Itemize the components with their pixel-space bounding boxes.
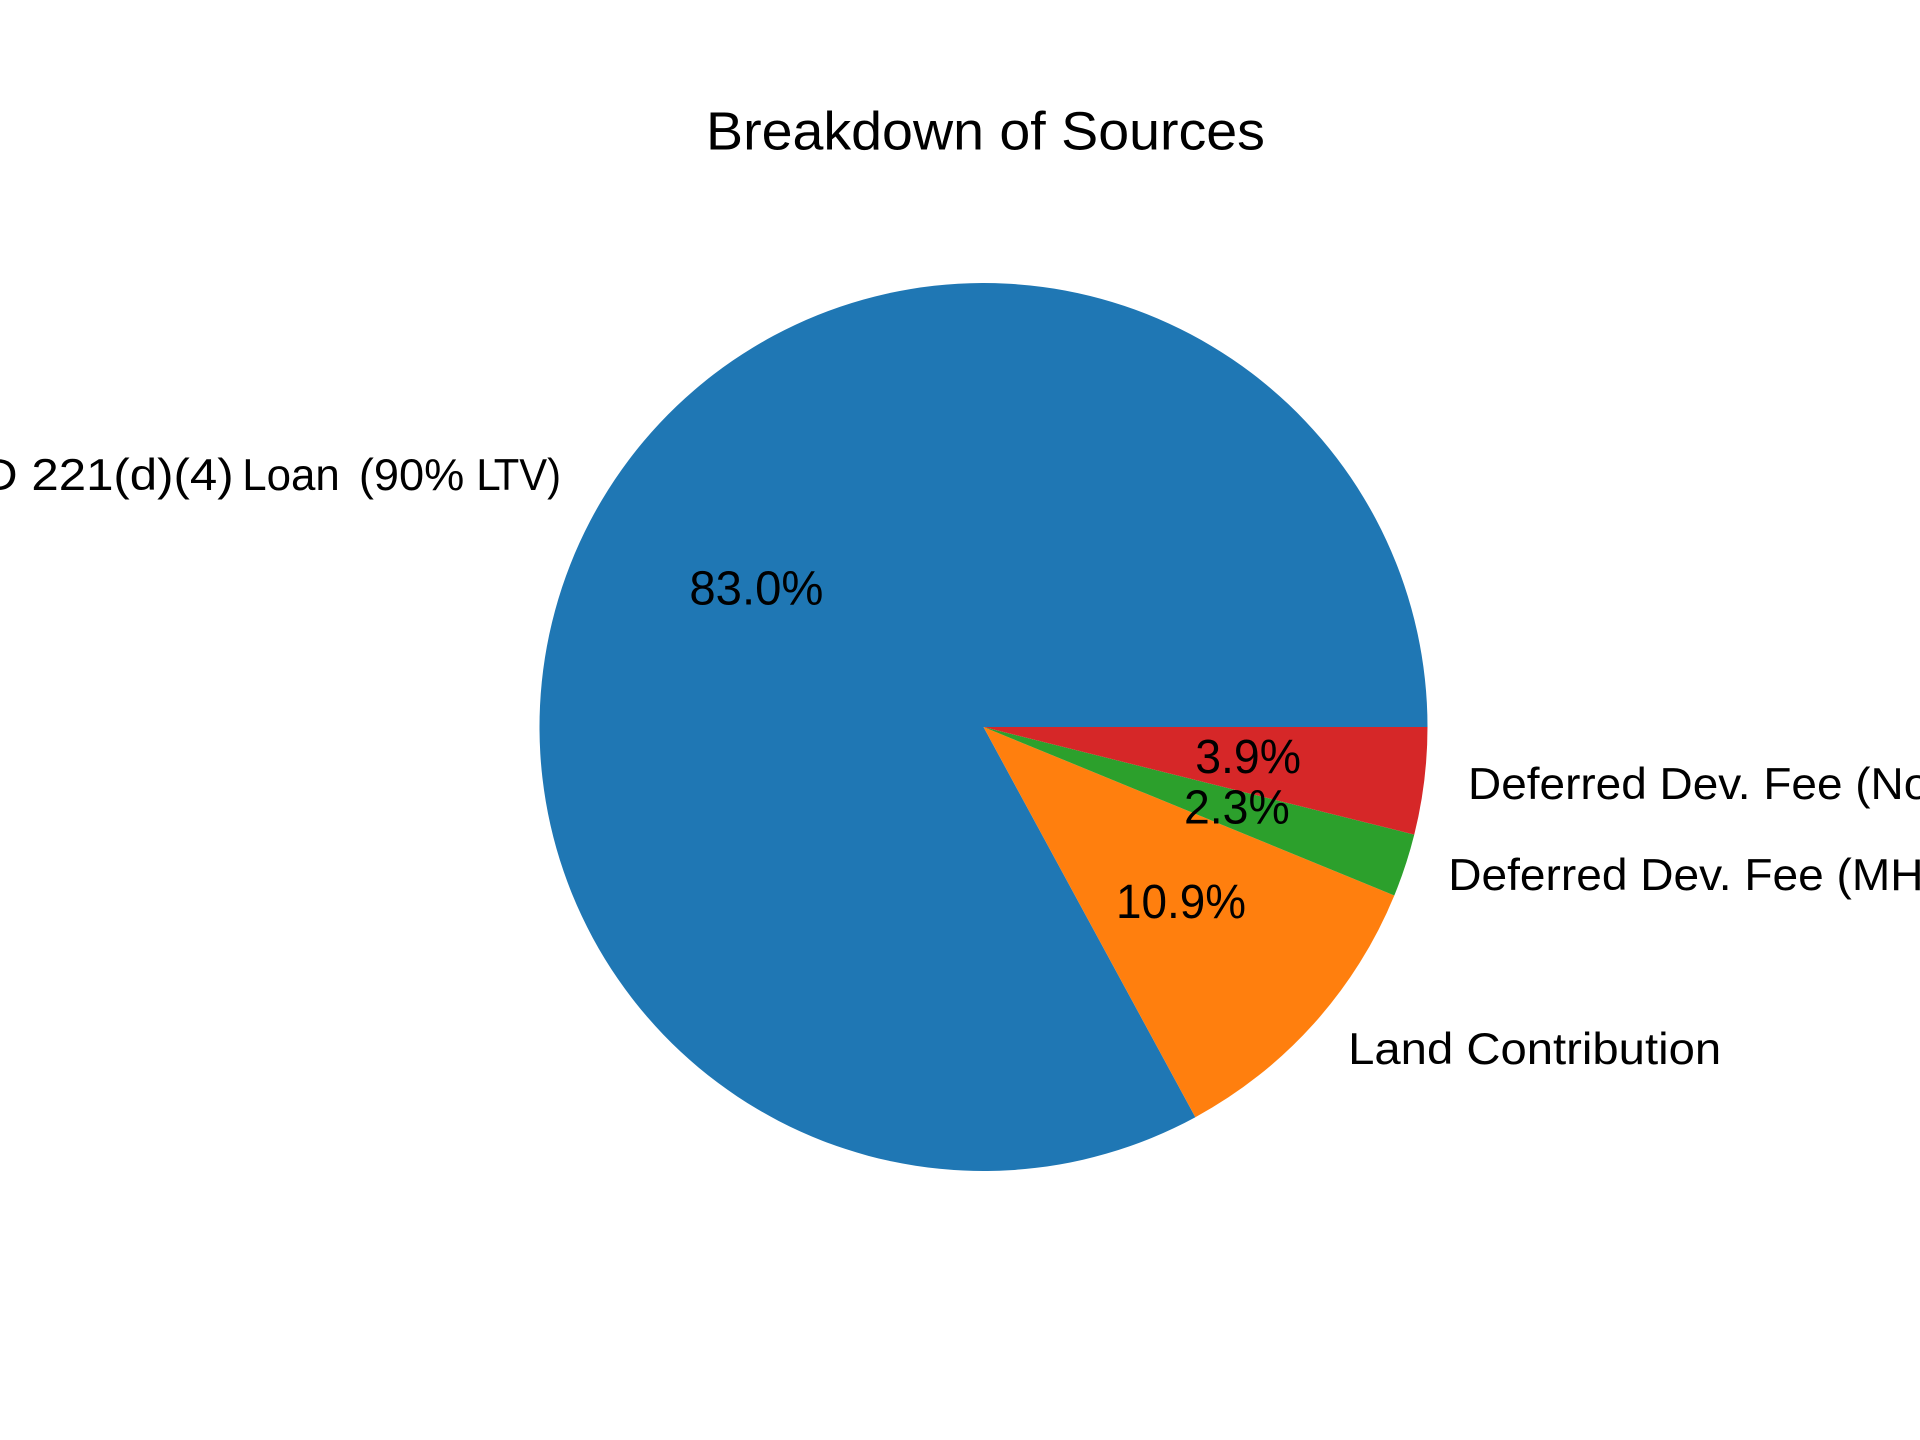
svg-text:Deferred Dev. Fee (MHC): Deferred Dev. Fee (MHC) — [1448, 851, 1920, 900]
svg-text:TV): TV) — [494, 451, 561, 500]
svg-text:2.3%: 2.3% — [1184, 780, 1290, 834]
svg-text:HUD 221(d)(4): HUD 221(d)(4) — [0, 451, 234, 500]
svg-text:3.9%: 3.9% — [1195, 730, 1301, 784]
svg-text:(90%: (90% — [359, 451, 464, 500]
svg-text:Deferred Dev. Fee (Non-MHC): Deferred Dev. Fee (Non-MHC) — [1468, 760, 1920, 809]
svg-text:10.9%: 10.9% — [1116, 875, 1246, 929]
svg-text:Loan: Loan — [242, 451, 340, 500]
svg-text:Land Contribution: Land Contribution — [1348, 1025, 1721, 1074]
svg-text:L: L — [476, 451, 501, 500]
svg-text:83.0%: 83.0% — [689, 562, 823, 616]
svg-text:Breakdown of Sources: Breakdown of Sources — [706, 102, 1265, 162]
